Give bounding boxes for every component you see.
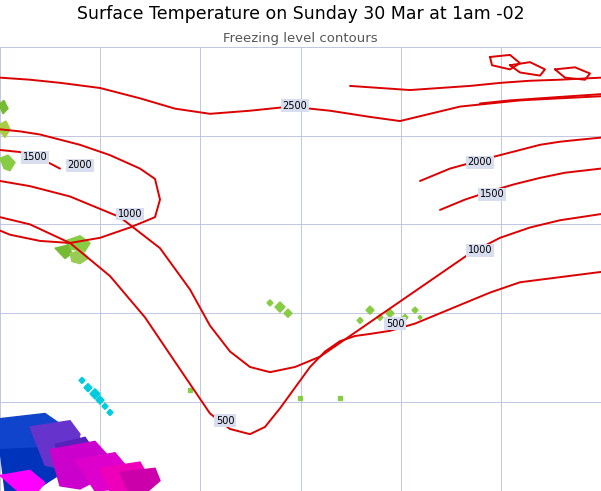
Polygon shape bbox=[0, 100, 8, 114]
Text: 2500: 2500 bbox=[282, 101, 307, 110]
Polygon shape bbox=[50, 441, 110, 489]
Polygon shape bbox=[412, 307, 418, 313]
Polygon shape bbox=[298, 396, 302, 400]
Text: 500: 500 bbox=[216, 416, 234, 426]
Polygon shape bbox=[120, 468, 160, 491]
Polygon shape bbox=[338, 396, 342, 400]
Polygon shape bbox=[75, 453, 128, 491]
Polygon shape bbox=[418, 315, 422, 320]
Polygon shape bbox=[107, 409, 113, 415]
Polygon shape bbox=[0, 470, 45, 491]
Polygon shape bbox=[79, 377, 85, 383]
Polygon shape bbox=[96, 396, 104, 404]
Polygon shape bbox=[188, 388, 192, 392]
Text: 2000: 2000 bbox=[68, 161, 93, 170]
Polygon shape bbox=[267, 300, 273, 306]
Polygon shape bbox=[70, 250, 88, 264]
Polygon shape bbox=[84, 383, 92, 392]
Polygon shape bbox=[102, 403, 108, 409]
Polygon shape bbox=[65, 236, 90, 251]
Polygon shape bbox=[377, 314, 383, 321]
Polygon shape bbox=[386, 309, 394, 317]
Polygon shape bbox=[284, 309, 292, 317]
Polygon shape bbox=[275, 302, 285, 312]
Text: 1500: 1500 bbox=[23, 152, 47, 162]
Text: 1000: 1000 bbox=[468, 245, 492, 255]
Polygon shape bbox=[55, 245, 72, 258]
Polygon shape bbox=[30, 421, 80, 468]
Polygon shape bbox=[0, 448, 65, 491]
Text: Surface Temperature on Sunday 30 Mar at 1am -02: Surface Temperature on Sunday 30 Mar at … bbox=[77, 5, 524, 23]
Polygon shape bbox=[357, 317, 363, 324]
Polygon shape bbox=[0, 155, 15, 171]
Text: 1500: 1500 bbox=[480, 190, 504, 199]
Polygon shape bbox=[391, 320, 399, 327]
Text: 2000: 2000 bbox=[468, 158, 492, 167]
Text: Freezing level contours: Freezing level contours bbox=[223, 32, 378, 45]
Polygon shape bbox=[0, 413, 60, 470]
Polygon shape bbox=[366, 306, 374, 314]
Text: 1000: 1000 bbox=[118, 209, 142, 219]
Polygon shape bbox=[90, 389, 100, 399]
Polygon shape bbox=[55, 437, 95, 475]
Text: 500: 500 bbox=[386, 319, 404, 328]
Polygon shape bbox=[402, 314, 408, 321]
Polygon shape bbox=[0, 121, 10, 137]
Polygon shape bbox=[100, 462, 148, 491]
